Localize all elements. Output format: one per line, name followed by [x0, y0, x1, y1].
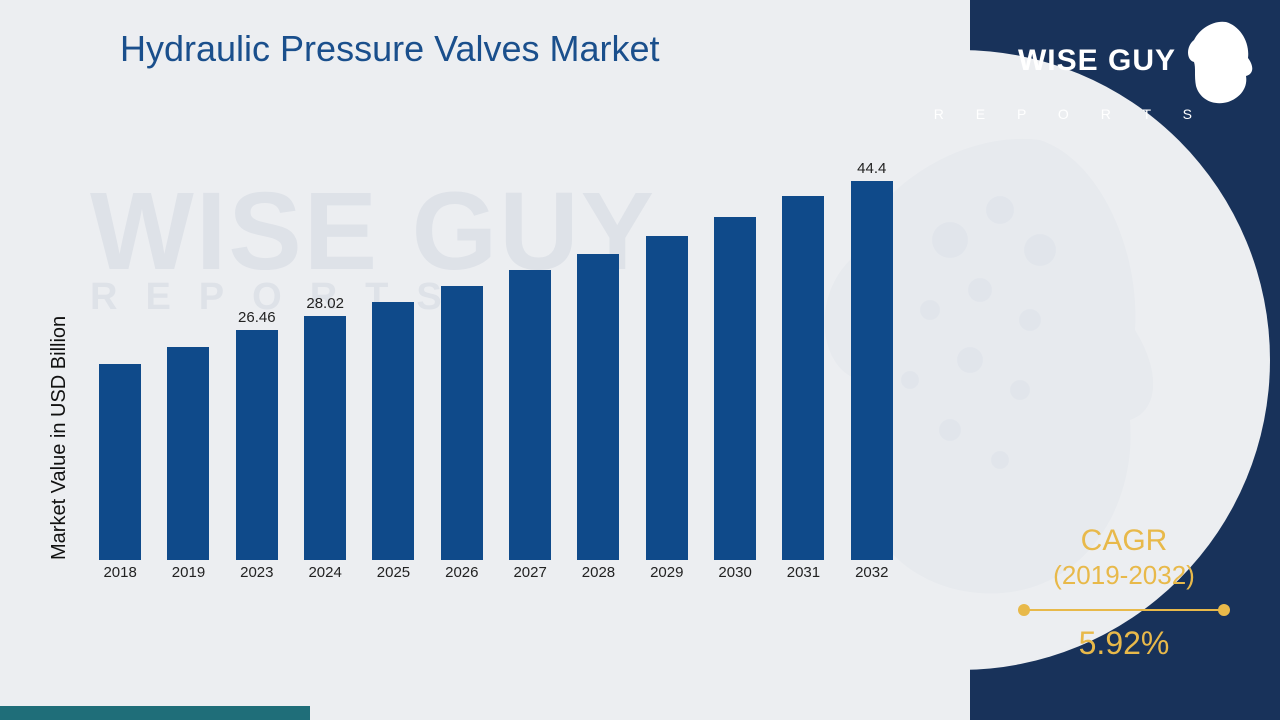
bar-2030	[701, 160, 769, 560]
logo-head-icon	[1184, 18, 1254, 104]
x-tick: 2024	[291, 564, 359, 581]
chart-title: Hydraulic Pressure Valves Market	[120, 28, 660, 70]
x-tick: 2030	[701, 564, 769, 581]
bar-2018	[86, 160, 154, 560]
bottom-strip	[0, 706, 310, 720]
bar	[714, 217, 756, 560]
bar-2019	[154, 160, 222, 560]
x-tick: 2029	[633, 564, 701, 581]
x-tick: 2031	[769, 564, 837, 581]
bar	[372, 302, 414, 560]
bar-2026	[428, 160, 496, 560]
bar	[236, 330, 278, 560]
x-tick: 2026	[428, 564, 496, 581]
bar-value-label: 26.46	[238, 309, 276, 326]
x-tick: 2023	[223, 564, 291, 581]
bar-2032: 44.4	[838, 160, 906, 560]
bar-value-label: 28.02	[306, 295, 344, 312]
bar	[646, 236, 688, 560]
y-axis-label: Market Value in USD Billion	[48, 316, 71, 560]
bar-2031	[769, 160, 837, 560]
bar-series: 26.46 28.02 44.4	[86, 160, 906, 560]
bar-2028	[564, 160, 632, 560]
bar	[99, 364, 141, 560]
brand-logo: WISE GUY R E P O R T S	[934, 18, 1254, 122]
bar	[509, 270, 551, 560]
x-tick: 2032	[838, 564, 906, 581]
cagr-range: (2019-2032)	[1004, 560, 1244, 591]
bar	[577, 254, 619, 560]
x-axis-ticks: 2018201920232024202520262027202820292030…	[86, 564, 906, 581]
logo-text-main: WISE GUY	[1018, 44, 1176, 78]
bar	[167, 347, 209, 560]
cagr-divider	[1024, 609, 1224, 611]
bar-2027	[496, 160, 564, 560]
logo-text-sub: R E P O R T S	[934, 106, 1206, 122]
x-tick: 2025	[359, 564, 427, 581]
infographic-stage: WISE GUYREPORTS Hydraulic Pressure Valve…	[0, 0, 1280, 720]
cagr-label: CAGR	[1004, 524, 1244, 558]
bar	[441, 286, 483, 560]
chart-plot-area: 26.46 28.02 44.4	[86, 160, 906, 560]
bar-2023: 26.46	[223, 160, 291, 560]
x-tick: 2027	[496, 564, 564, 581]
bar	[782, 196, 824, 560]
bar	[851, 181, 893, 560]
bar-value-label: 44.4	[857, 160, 886, 177]
bar-2024: 28.02	[291, 160, 359, 560]
bar	[304, 316, 346, 560]
x-tick: 2019	[154, 564, 222, 581]
bar-2029	[633, 160, 701, 560]
bar-2025	[359, 160, 427, 560]
x-tick: 2018	[86, 564, 154, 581]
x-tick: 2028	[564, 564, 632, 581]
cagr-value: 5.92%	[1004, 625, 1244, 662]
cagr-block: CAGR (2019-2032) 5.92%	[1004, 524, 1244, 662]
